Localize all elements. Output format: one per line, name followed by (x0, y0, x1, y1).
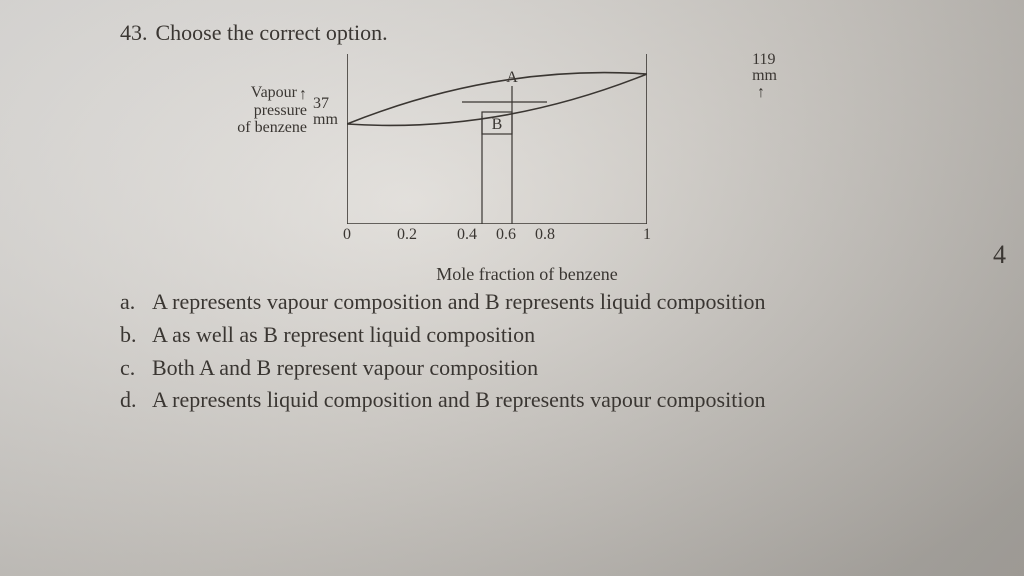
page-content: 43. Choose the correct option. Vapour↑ p… (0, 0, 1024, 576)
x-tick-2: 0.4 (457, 226, 477, 244)
x-tick-1: 0.2 (397, 226, 417, 244)
vapour-pressure-chart: Vapour↑ pressure of benzene 37 mm 119 mm… (307, 54, 747, 254)
option-letter: a. (120, 287, 144, 318)
option-text-a: A represents vapour composition and B re… (152, 287, 934, 318)
option-a: a. A represents vapour composition and B… (120, 287, 934, 318)
options-list: a. A represents vapour composition and B… (120, 287, 934, 416)
y-right-value: 119 (752, 52, 777, 68)
option-d: d. A represents liquid composition and B… (120, 385, 934, 416)
question-line: 43. Choose the correct option. (120, 20, 934, 46)
page-side-marker: 4 (993, 240, 1006, 270)
y-tick-left: 37 mm (313, 96, 338, 128)
y-axis-label-left: Vapour↑ pressure of benzene (217, 84, 307, 137)
option-text-d: A represents liquid composition and B re… (152, 385, 934, 416)
question-number: 43. (120, 20, 148, 46)
x-tick-4: 0.8 (535, 226, 555, 244)
y-tick-right: 119 mm (752, 52, 777, 84)
option-text-b: A as well as B represent liquid composit… (152, 320, 934, 351)
question-text: Choose the correct option. (156, 20, 388, 46)
point-B-label: B (492, 116, 503, 133)
up-arrow-icon: ↑ (299, 86, 307, 104)
option-letter: c. (120, 353, 144, 384)
point-A-label: A (506, 69, 518, 86)
y-label-line-2: pressure (217, 102, 307, 120)
up-arrow-right-icon: ↑ (757, 84, 765, 102)
x-tick-0: 0 (343, 226, 351, 244)
x-axis-label: Mole fraction of benzene (120, 264, 934, 285)
chart-svg: A B (347, 54, 647, 224)
option-letter: b. (120, 320, 144, 351)
x-tick-3: 0.6 (496, 226, 516, 244)
y-label-line-3: of benzene (217, 119, 307, 137)
option-text-c: Both A and B represent vapour compositio… (152, 353, 934, 384)
option-c: c. Both A and B represent vapour composi… (120, 353, 934, 384)
x-tick-5: 1 (643, 226, 651, 244)
y-left-unit: mm (313, 112, 338, 128)
y-left-value: 37 (313, 96, 338, 112)
option-b: b. A as well as B represent liquid compo… (120, 320, 934, 351)
y-label-line-1: Vapour (251, 84, 297, 101)
y-right-unit: mm (752, 68, 777, 84)
option-letter: d. (120, 385, 144, 416)
